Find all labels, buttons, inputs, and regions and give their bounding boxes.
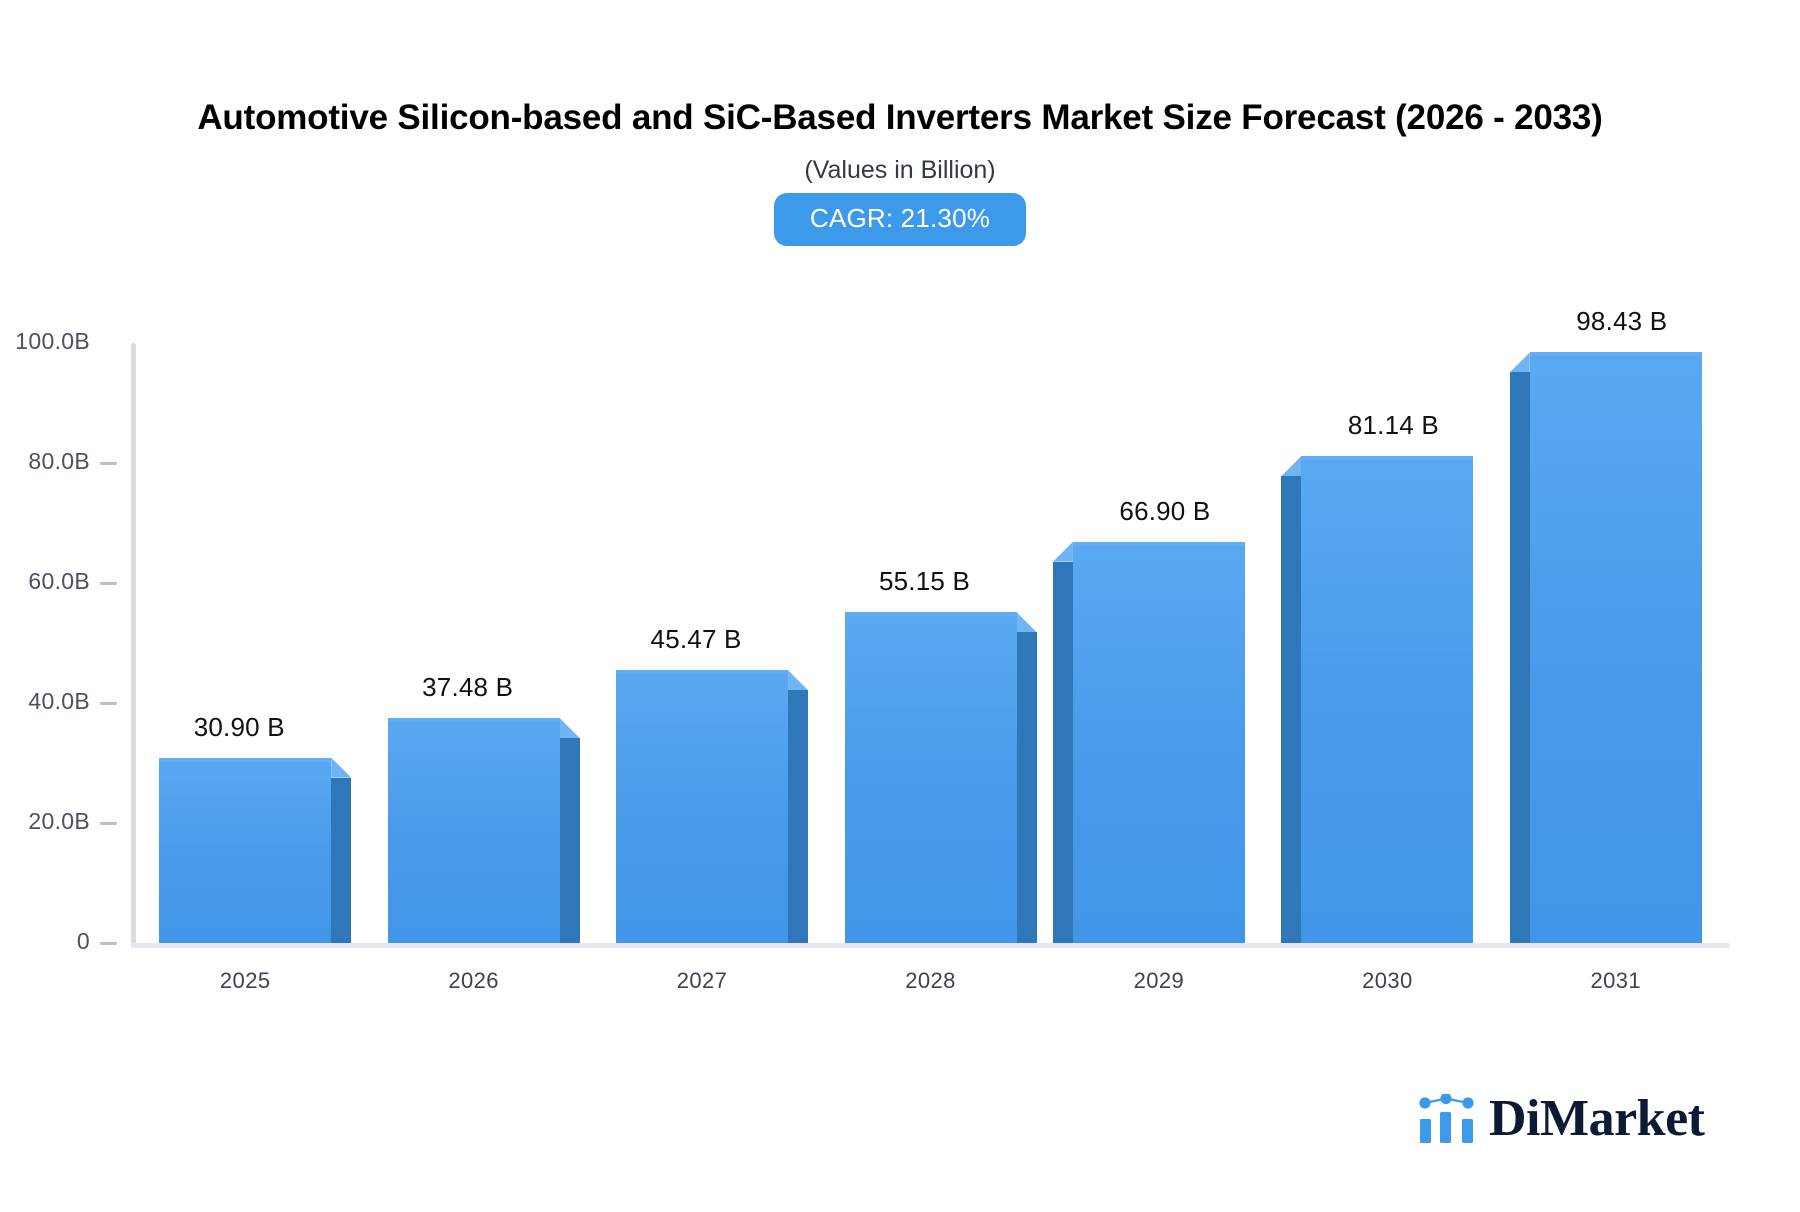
y-axis-tick-mark xyxy=(100,822,117,825)
bar-front-face xyxy=(1301,456,1474,943)
bar-top-highlight xyxy=(1072,541,1245,546)
bar-2025[interactable] xyxy=(159,757,352,943)
bar-top-highlight xyxy=(616,670,789,675)
chart-header: Automotive Silicon-based and SiC-Based I… xyxy=(0,96,1800,247)
y-axis-tick-label: 100.0B xyxy=(15,328,90,354)
y-axis-tick-label: 40.0B xyxy=(28,688,90,714)
x-axis-tick-label: 2025 xyxy=(219,968,271,993)
bar-2030[interactable] xyxy=(1281,456,1474,943)
x-axis-tick-label: 2029 xyxy=(1133,968,1185,993)
bar-2029[interactable] xyxy=(1052,541,1245,943)
bar-value-label: 55.15 B xyxy=(878,566,971,597)
y-axis-tick-label: 20.0B xyxy=(28,808,90,834)
x-axis-tick-label: 2026 xyxy=(448,968,499,993)
bar-top-highlight xyxy=(844,612,1017,617)
page-title: Automotive Silicon-based and SiC-Based I… xyxy=(197,98,1603,137)
cagr-badge-wrap: CAGR: 21.30% xyxy=(0,192,1800,247)
x-axis-line xyxy=(131,943,1730,948)
x-axis-tick-label: 2028 xyxy=(905,968,956,993)
bar-chart-icon xyxy=(1419,1094,1474,1143)
bar-2031[interactable] xyxy=(1509,352,1702,943)
bar-front-face xyxy=(1529,352,1702,943)
bar-side-face xyxy=(331,777,352,943)
bar-top-bevel xyxy=(788,670,809,691)
x-axis-tick-label: 2031 xyxy=(1590,968,1642,993)
bar-side-face xyxy=(1509,372,1530,943)
bar-front-face xyxy=(1072,541,1245,943)
bar-top-highlight xyxy=(1529,352,1702,357)
brand-logo: DiMarket xyxy=(1418,1090,1705,1147)
bar-value-label: 37.48 B xyxy=(422,672,514,703)
bar-side-face xyxy=(559,738,580,943)
x-axis-tick-label: 2027 xyxy=(676,968,728,993)
bar-top-bevel xyxy=(1509,352,1530,373)
x-axis-tick-label: 2030 xyxy=(1362,968,1413,993)
bar-top-bevel xyxy=(1016,612,1037,633)
bar-value-label: 45.47 B xyxy=(650,624,742,655)
bar-side-face xyxy=(788,690,809,943)
bar-value-label: 66.90 B xyxy=(1119,495,1211,526)
bar-top-bevel xyxy=(1052,541,1073,562)
logo-text: DiMarket xyxy=(1489,1090,1705,1147)
bar-top-bevel xyxy=(1281,456,1302,477)
bar-top-highlight xyxy=(159,757,332,762)
y-axis-line xyxy=(131,343,136,947)
bar-side-face xyxy=(1052,561,1073,943)
y-axis-tick-mark xyxy=(100,582,117,585)
bar-front-face xyxy=(387,718,560,943)
y-axis-tick-mark xyxy=(100,462,117,465)
y-axis-tick-label: 0 xyxy=(76,928,90,954)
bar-side-face xyxy=(1016,632,1037,943)
bar-front-face xyxy=(159,757,332,943)
y-axis-tick-mark xyxy=(100,942,117,945)
bar-top-highlight xyxy=(1301,456,1474,461)
bar-2027[interactable] xyxy=(616,670,809,943)
plot-area: 30.90 B 37.48 B 45.47 B 55.15 B 66.90 B 81.14… xyxy=(131,306,1730,948)
bar-front-face xyxy=(616,670,789,943)
bar-top-bevel xyxy=(559,718,580,739)
y-axis-tick-label: 60.0B xyxy=(28,568,90,594)
bar-front-face xyxy=(844,612,1017,943)
bar-top-bevel xyxy=(331,757,352,778)
bar-value-label: 30.90 B xyxy=(193,711,285,742)
bar-top-highlight xyxy=(387,718,560,723)
status-badge-cagr: CAGR: 21.30% xyxy=(773,192,1027,247)
y-axis-tick-mark xyxy=(100,702,117,705)
bar-value-label: 81.14 B xyxy=(1347,410,1439,441)
bar-2026[interactable] xyxy=(387,718,580,943)
bar-side-face xyxy=(1281,476,1302,943)
y-axis-tick-label: 80.0B xyxy=(28,448,90,474)
bar-value-label: 98.43 B xyxy=(1576,306,1668,337)
chart-subtitle: (Values in Billion) xyxy=(804,155,996,184)
bar-2028[interactable] xyxy=(844,612,1037,943)
